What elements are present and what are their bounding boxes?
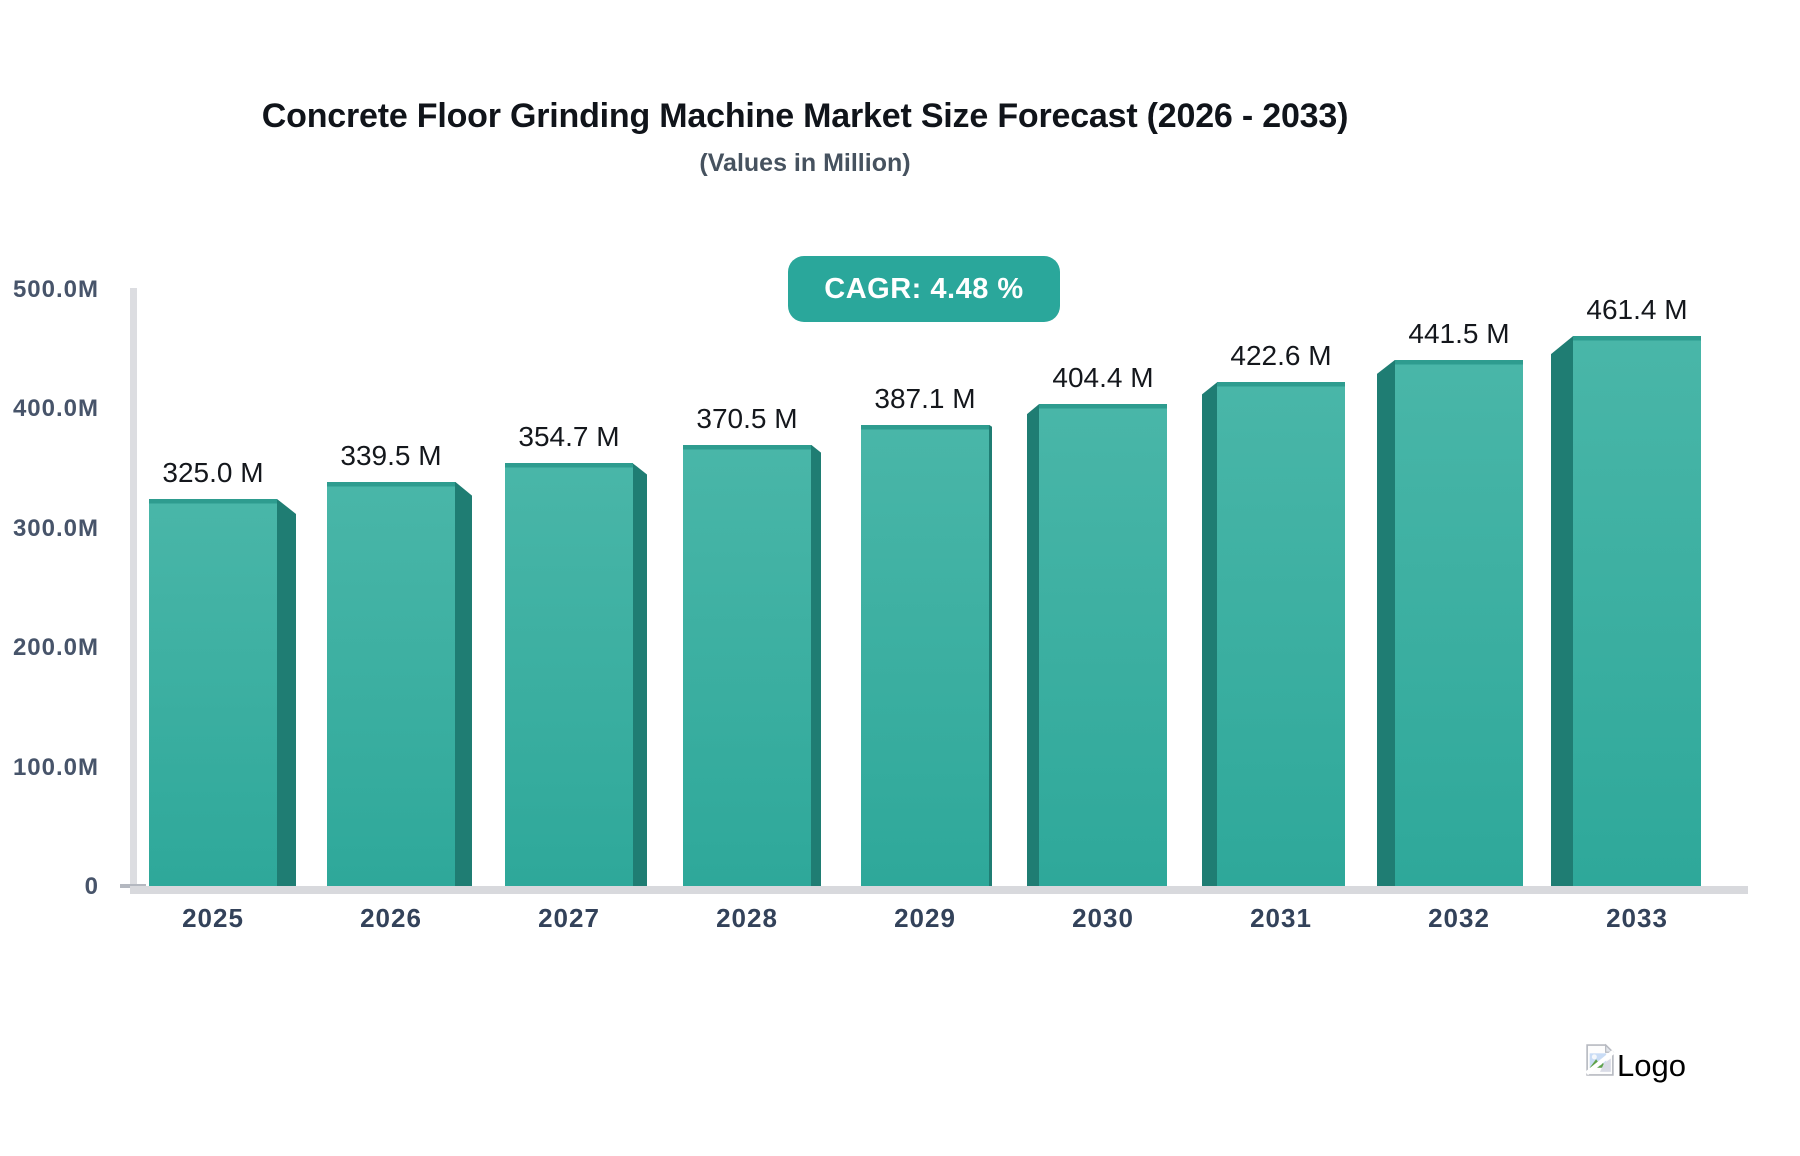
x-axis-baseline — [130, 886, 1748, 894]
y-tick-label: 500.0M — [12, 276, 99, 303]
bar-side-2029 — [989, 424, 992, 887]
bar-side-2030 — [1027, 404, 1039, 887]
y-tick-label: 100.0M — [12, 753, 99, 781]
bar-2027 — [505, 463, 633, 887]
bar-side-2033 — [1551, 336, 1573, 887]
bar-2026 — [327, 481, 455, 887]
cagr-badge: CAGR: 4.48 % — [788, 256, 1060, 322]
bar-2025 — [149, 498, 277, 887]
chart-title: Concrete Floor Grinding Machine Market S… — [261, 97, 1349, 135]
bar-side-2027 — [633, 463, 647, 887]
bar-value-label: 354.7 M — [518, 421, 620, 453]
bar-value-label: 339.5 M — [340, 439, 442, 471]
y-tick-label: 0 — [84, 873, 99, 900]
chart-subtitle: (Values in Million) — [699, 149, 911, 177]
x-tick-label: 2031 — [1250, 903, 1312, 933]
bar-value-label: 461.4 M — [1586, 294, 1688, 326]
bar-side-2032 — [1377, 359, 1395, 887]
bar-value-label: 370.5 M — [696, 402, 798, 434]
bar-2029 — [861, 424, 989, 887]
x-tick-label: 2027 — [538, 903, 600, 933]
bar-value-label: 325.0 M — [162, 456, 264, 488]
x-tick-label: 2028 — [716, 903, 778, 933]
y-axis-line — [130, 288, 137, 888]
bar-value-label: 387.1 M — [874, 382, 976, 414]
x-tick-label: 2026 — [360, 903, 422, 933]
bar-side-2025 — [277, 498, 296, 887]
x-tick-label: 2032 — [1428, 903, 1490, 933]
bar-side-2031 — [1202, 382, 1217, 887]
logo-text: Logo — [1617, 1048, 1686, 1083]
cagr-badge-label: CAGR: 4.48 % — [824, 272, 1024, 305]
bar-2033 — [1573, 336, 1701, 887]
y-tick-label: 400.0M — [12, 395, 99, 423]
bar-2028 — [683, 444, 811, 887]
logo: Logo — [1583, 1041, 1723, 1087]
bar-2030 — [1039, 404, 1167, 887]
y-tick-label: 300.0M — [12, 514, 99, 542]
x-tick-label: 2033 — [1606, 903, 1668, 933]
bar-value-label: 441.5 M — [1408, 317, 1510, 349]
bar-value-label: 422.6 M — [1230, 340, 1332, 372]
x-tick-label: 2025 — [182, 903, 244, 933]
x-tick-label: 2030 — [1072, 903, 1134, 933]
bar-side-2026 — [455, 481, 472, 887]
y-tick-label: 200.0M — [12, 634, 99, 662]
bar-2031 — [1217, 382, 1345, 887]
bar-value-label: 404.4 M — [1052, 362, 1154, 394]
bar-2032 — [1395, 359, 1523, 887]
x-tick-label: 2029 — [894, 903, 956, 933]
broken-image-icon — [1585, 1043, 1615, 1076]
bar-side-2028 — [811, 444, 821, 887]
